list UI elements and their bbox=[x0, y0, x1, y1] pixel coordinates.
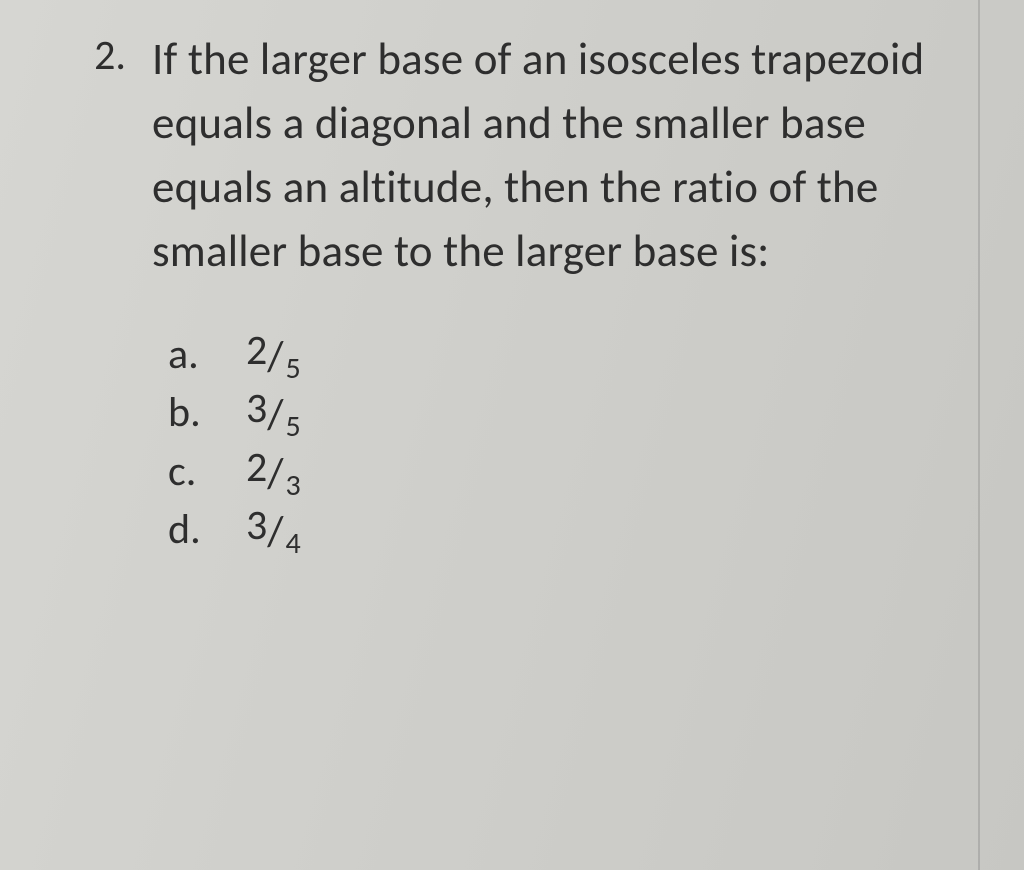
fraction-denominator: 4 bbox=[286, 524, 301, 563]
question-body: If the larger base of an isosceles trape… bbox=[152, 28, 964, 562]
fraction-slash-icon: / bbox=[267, 505, 283, 560]
fraction-numerator: 2 bbox=[246, 324, 267, 379]
choice-letter: d. bbox=[168, 503, 246, 558]
fraction-slash-icon: / bbox=[267, 447, 283, 502]
page: 2. If the larger base of an isosceles tr… bbox=[0, 0, 1024, 870]
answer-choices: a. 2 / 5 b. 3 / 5 c. bbox=[152, 328, 964, 558]
fraction-denominator: 5 bbox=[286, 349, 301, 388]
fraction-slash-icon: / bbox=[267, 330, 283, 385]
choice-letter: b. bbox=[168, 386, 246, 441]
fraction: 2 / 3 bbox=[246, 445, 301, 500]
fraction-numerator: 2 bbox=[246, 441, 267, 496]
question-stem: If the larger base of an isosceles trape… bbox=[152, 28, 964, 284]
fraction-denominator: 5 bbox=[286, 407, 301, 446]
choice-b: b. 3 / 5 bbox=[168, 386, 964, 441]
fraction-numerator: 3 bbox=[246, 382, 267, 437]
fraction-slash-icon: / bbox=[267, 388, 283, 443]
question-block: 2. If the larger base of an isosceles tr… bbox=[80, 28, 964, 562]
fraction-numerator: 3 bbox=[246, 499, 267, 554]
choice-letter: a. bbox=[168, 328, 246, 383]
choice-c: c. 2 / 3 bbox=[168, 445, 964, 500]
fraction: 3 / 5 bbox=[246, 386, 301, 441]
fraction: 2 / 5 bbox=[246, 328, 301, 383]
fraction-denominator: 3 bbox=[286, 466, 301, 505]
choice-letter: c. bbox=[168, 445, 246, 500]
choice-d: d. 3 / 4 bbox=[168, 503, 964, 558]
choice-a: a. 2 / 5 bbox=[168, 328, 964, 383]
fraction: 3 / 4 bbox=[246, 503, 301, 558]
question-number: 2. bbox=[80, 28, 126, 85]
